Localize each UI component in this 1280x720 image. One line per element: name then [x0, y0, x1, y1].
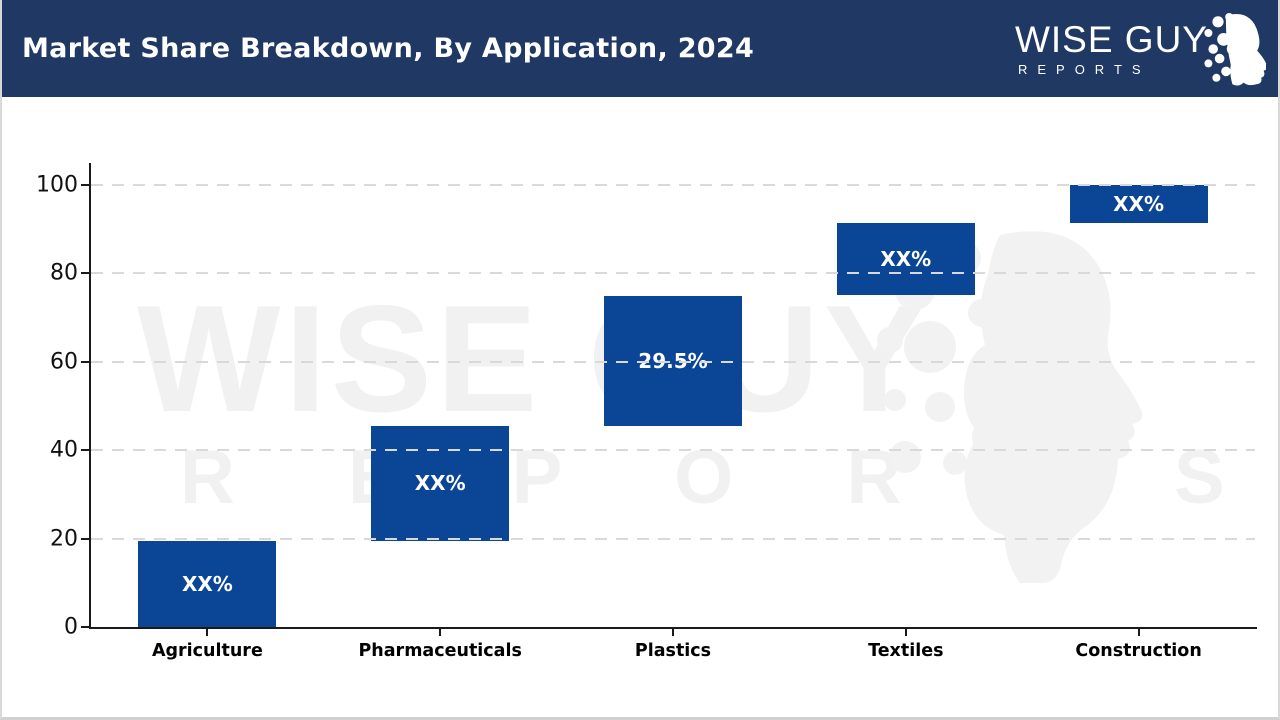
y-tick-label-100: 100: [36, 172, 78, 198]
y-tick-40: [81, 449, 89, 452]
bar-agriculture: XX%: [138, 540, 277, 627]
y-tick-label-0: 0: [64, 614, 78, 640]
y-tick-label-20: 20: [50, 526, 78, 552]
bar-label-construction: XX%: [1113, 191, 1165, 216]
logo-subtext: REPORTS: [1017, 62, 1151, 77]
x-label-agriculture: Agriculture: [151, 641, 263, 661]
bar-label-plastics: 29.5%: [638, 348, 708, 373]
y-tick-20: [81, 537, 89, 540]
bar-label-pharmaceuticals: XX%: [414, 471, 466, 496]
gridline-100: [91, 184, 1255, 186]
gridline-60: [91, 360, 1255, 363]
bar-plastics: 29.5%: [604, 295, 742, 426]
x-label-plastics: Plastics: [634, 641, 712, 661]
logo-face-icon: [1204, 13, 1266, 86]
x-tick-plastics: [672, 629, 674, 636]
gridline-80: [91, 272, 1255, 275]
x-tick-agriculture: [206, 629, 209, 636]
gridline-40: [91, 449, 1255, 452]
y-tick-60: [81, 360, 89, 363]
bar-construction: XX%: [1069, 185, 1208, 223]
y-tick-0: [81, 626, 89, 628]
y-tick-80: [81, 272, 89, 275]
wiseguy-logo: WISE GUY REPORTS: [1015, 6, 1266, 92]
bar-label-textiles: XX%: [880, 247, 932, 272]
logo-wordmark: WISE GUY: [1014, 19, 1208, 60]
x-label-pharmaceuticals: Pharmaceuticals: [358, 641, 522, 661]
header: Market Share Breakdown, By Application, …: [2, 0, 1278, 97]
x-tick-pharmaceuticals: [439, 629, 442, 636]
watermark-wordmark: WISE GUY: [137, 274, 930, 444]
x-tick-construction: [1137, 629, 1140, 636]
y-tick-100: [81, 184, 89, 186]
x-tick-textiles: [904, 629, 907, 636]
y-tick-label-60: 60: [50, 349, 78, 375]
y-tick-label-80: 80: [50, 260, 78, 286]
logo-text: WISE GUY REPORTS: [1015, 21, 1208, 77]
y-axis-line: [89, 163, 91, 629]
y-tick-label-40: 40: [50, 437, 78, 463]
bar-pharmaceuticals: XX%: [371, 425, 510, 541]
bar-textiles: XX%: [836, 222, 975, 296]
x-axis-line: [89, 627, 1257, 629]
gridline-20: [91, 537, 1255, 540]
page-title: Market Share Breakdown, By Application, …: [22, 33, 755, 64]
bar-label-agriculture: XX%: [181, 571, 233, 596]
x-label-textiles: Textiles: [868, 641, 944, 661]
x-label-construction: Construction: [1075, 641, 1202, 661]
